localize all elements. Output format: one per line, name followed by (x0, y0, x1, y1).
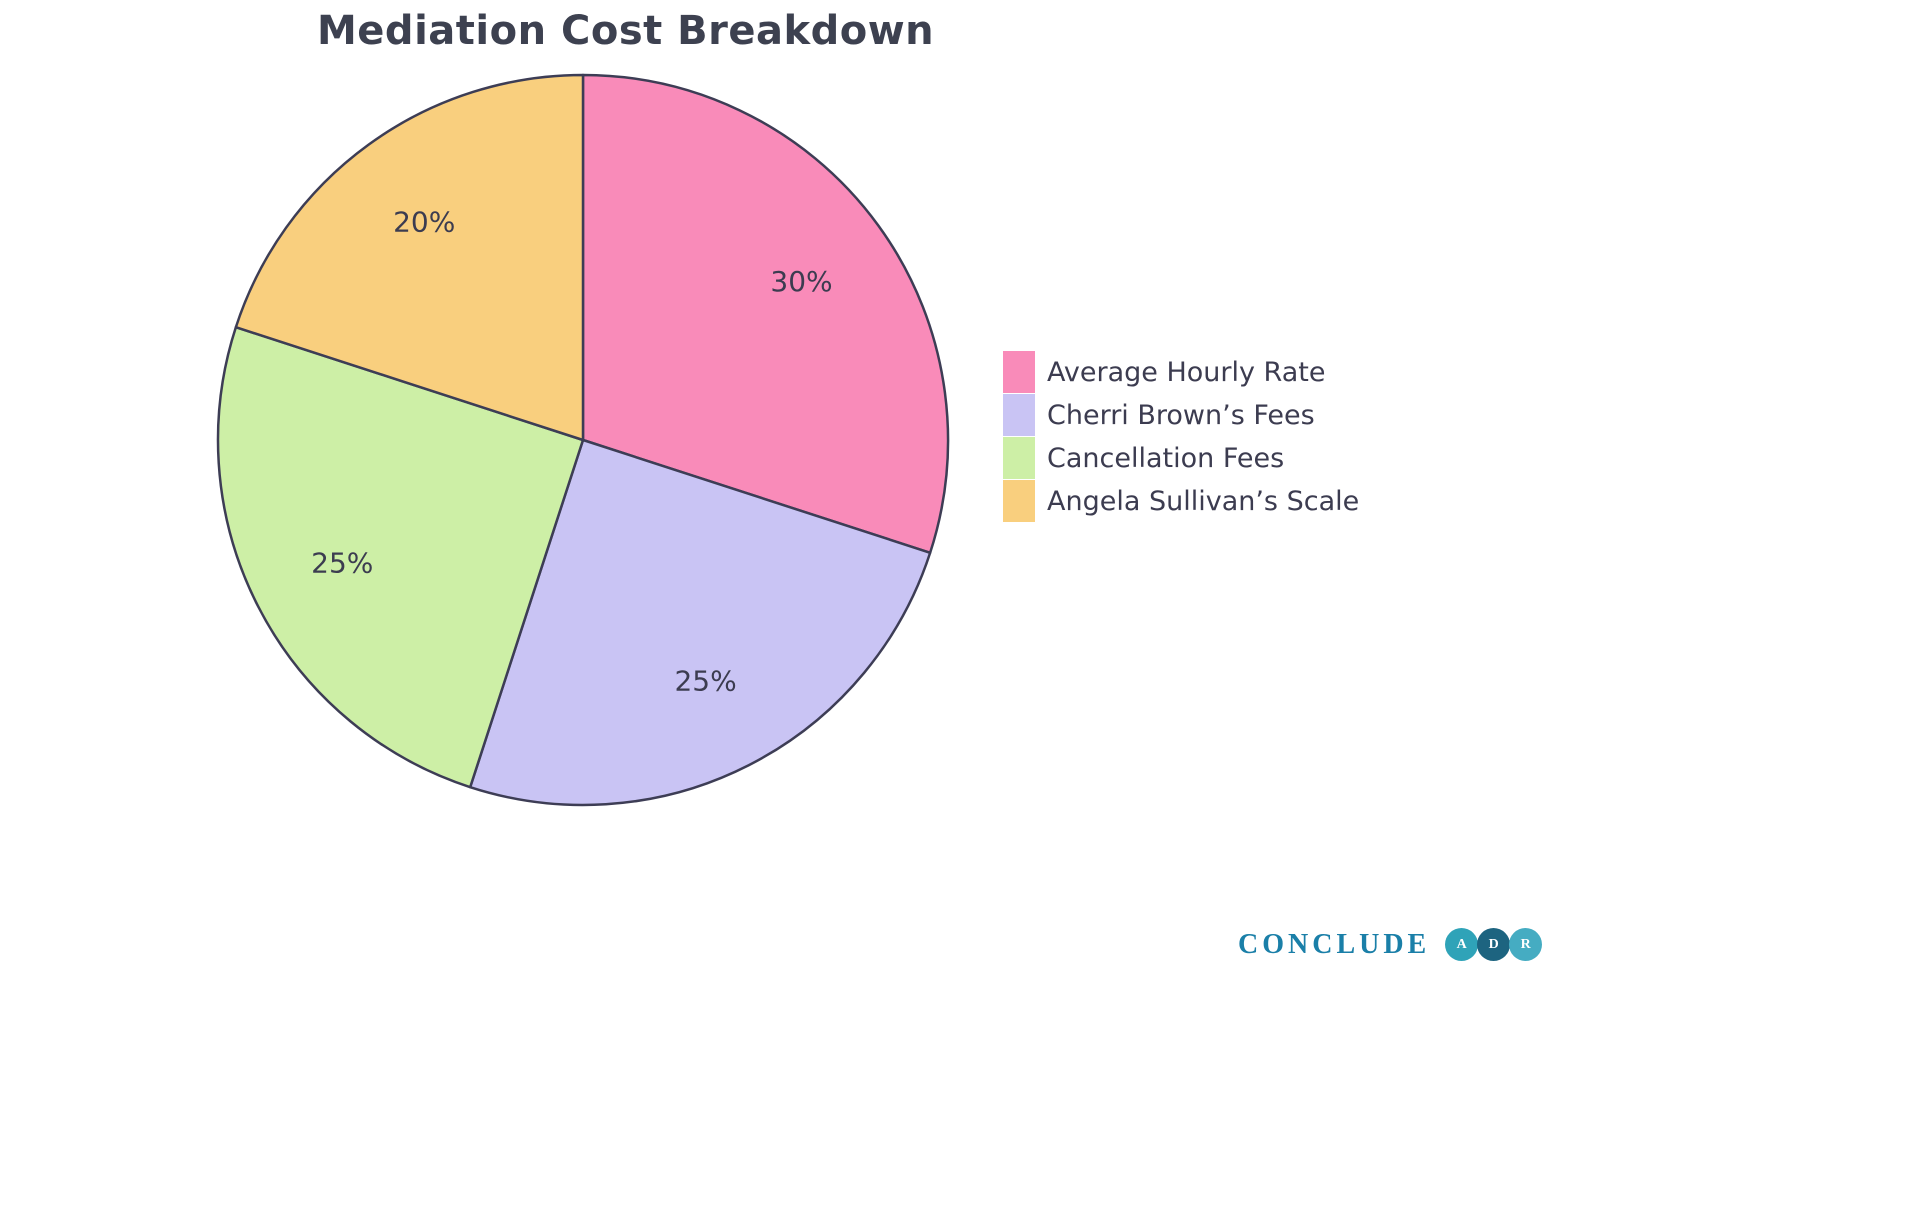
chart-title: Mediation Cost Breakdown (317, 8, 935, 54)
legend-item: Cancellation Fees (1003, 437, 1359, 479)
legend-label: Angela Sullivan’s Scale (1047, 485, 1360, 517)
logo-badge-d-icon: D (1477, 928, 1511, 961)
legend-label: Average Hourly Rate (1047, 356, 1326, 388)
legend: Average Hourly Rate Cherri Brown’s Fees Ca… (1003, 351, 1359, 522)
pie-slice-2 (216, 325, 585, 789)
legend-item: Angela Sullivan’s Scale (1003, 480, 1359, 522)
pie-slice-3 (234, 73, 585, 442)
slice-label: 25% (674, 665, 736, 698)
legend-label: Cherri Brown’s Fees (1047, 399, 1315, 431)
logo-badge-a-icon: A (1445, 928, 1479, 961)
slice-label: 20% (393, 206, 455, 239)
pie-slice-0 (581, 73, 950, 555)
legend-item: Average Hourly Rate (1003, 351, 1359, 393)
legend-swatch (1003, 480, 1035, 522)
legend-swatch (1003, 394, 1035, 436)
slice-label: 25% (311, 547, 373, 580)
logo-badge-r-icon: R (1509, 928, 1543, 961)
legend-label: Cancellation Fees (1047, 442, 1285, 474)
logo-wordmark: CONCLUDE (1238, 928, 1431, 960)
pie-slice-1 (468, 438, 932, 807)
legend-swatch (1003, 437, 1035, 479)
legend-swatch (1003, 351, 1035, 393)
legend-item: Cherri Brown’s Fees (1003, 394, 1359, 436)
slice-label: 30% (770, 265, 832, 298)
